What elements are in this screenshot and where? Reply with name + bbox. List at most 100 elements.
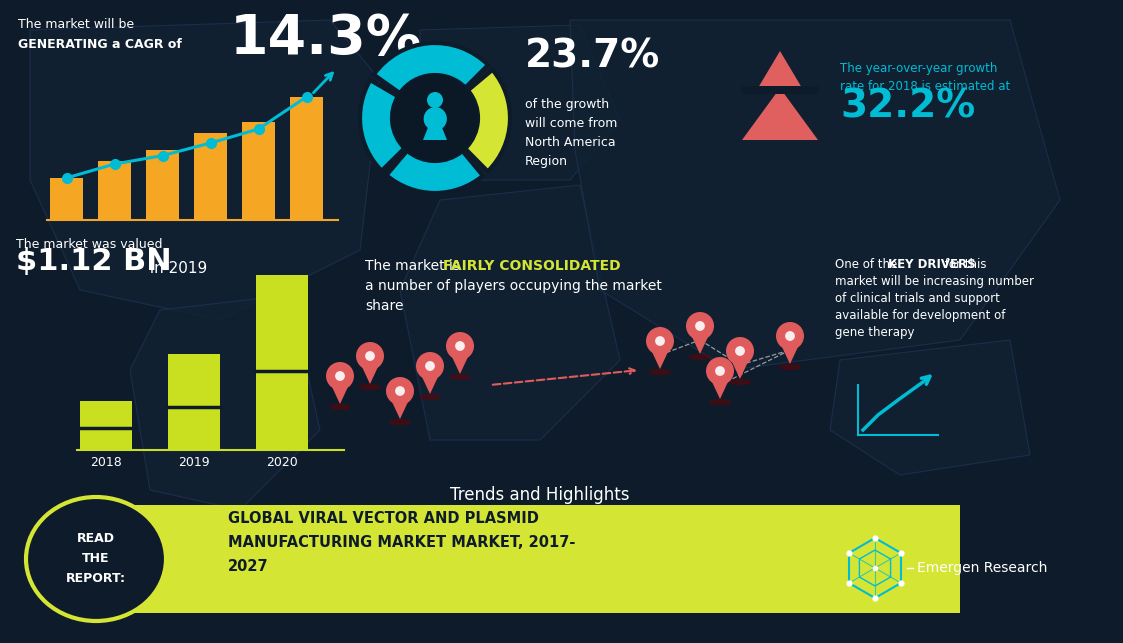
Polygon shape [742,88,818,140]
Circle shape [736,346,745,356]
Bar [168,354,220,450]
Text: market will be increasing number: market will be increasing number [836,275,1034,288]
Circle shape [335,371,345,381]
Text: of the growth: of the growth [524,98,609,111]
Wedge shape [360,80,404,171]
Text: 2020: 2020 [266,456,298,469]
Polygon shape [780,343,800,364]
Ellipse shape [26,497,166,621]
Text: will come from: will come from [524,117,618,130]
Ellipse shape [419,394,441,400]
Text: KEY DRIVERS: KEY DRIVERS [888,258,976,271]
Polygon shape [423,110,447,140]
Polygon shape [130,295,320,510]
Circle shape [395,386,405,396]
Polygon shape [650,348,669,369]
Circle shape [725,337,754,365]
Text: 2019: 2019 [179,456,210,469]
Ellipse shape [389,419,411,425]
Bar [241,122,275,220]
Circle shape [785,331,795,341]
Bar [256,275,308,450]
Text: share: share [365,299,403,313]
Bar [290,97,323,220]
Polygon shape [755,51,805,93]
Circle shape [646,327,674,355]
Text: 14.3%: 14.3% [230,12,422,66]
Text: Trends and Highlights: Trends and Highlights [450,486,630,504]
Polygon shape [710,378,730,399]
Text: The year-over-year growth: The year-over-year growth [840,62,997,75]
Text: a number of players occupying the market: a number of players occupying the market [365,279,661,293]
Text: The market will be: The market will be [18,18,134,31]
Circle shape [426,361,435,371]
Text: 2027: 2027 [228,559,268,574]
Text: $1.12 BN: $1.12 BN [16,247,172,276]
FancyBboxPatch shape [511,542,539,576]
Circle shape [706,357,734,385]
Text: of clinical trials and support: of clinical trials and support [836,292,999,305]
Polygon shape [830,340,1030,475]
FancyBboxPatch shape [541,542,569,576]
Text: READ
THE
REPORT:: READ THE REPORT: [66,532,126,586]
Polygon shape [330,383,349,404]
Bar [51,178,83,220]
Polygon shape [420,373,440,394]
Ellipse shape [449,374,472,380]
Circle shape [695,321,705,331]
Polygon shape [570,20,1060,370]
Text: North America: North America [524,136,615,149]
Text: 23.7%: 23.7% [524,38,660,76]
Text: One of the: One of the [836,258,901,271]
Circle shape [356,342,384,370]
Circle shape [392,75,478,161]
Wedge shape [386,151,483,193]
Polygon shape [390,398,410,419]
Text: MANUFACTURING MARKET MARKET, 2017-: MANUFACTURING MARKET MARKET, 2017- [228,535,575,550]
Circle shape [715,366,725,376]
Bar [146,150,179,220]
Polygon shape [400,185,620,440]
Ellipse shape [359,384,381,390]
Text: Emergen Research: Emergen Research [917,561,1048,575]
Bar [98,161,131,220]
Wedge shape [465,70,510,171]
Polygon shape [30,20,380,320]
Text: for this: for this [941,258,986,271]
Ellipse shape [649,369,672,375]
Bar [118,505,960,613]
Text: GLOBAL VIRAL VECTOR AND PLASMID: GLOBAL VIRAL VECTOR AND PLASMID [228,511,539,526]
Text: The market was valued: The market was valued [16,238,163,251]
Text: Region: Region [524,155,568,168]
Text: 32.2%: 32.2% [840,88,975,126]
Polygon shape [691,333,710,354]
Circle shape [446,332,474,360]
Circle shape [326,362,354,390]
Text: ▲: ▲ [430,105,440,119]
Ellipse shape [329,404,351,410]
Circle shape [416,352,444,380]
Ellipse shape [688,354,711,360]
Polygon shape [730,358,750,379]
Circle shape [386,377,414,405]
Bar [742,86,818,94]
Circle shape [455,341,465,351]
Text: The market is: The market is [365,259,465,273]
Ellipse shape [778,364,801,370]
Text: available for development of: available for development of [836,309,1005,322]
Text: gene therapy: gene therapy [836,326,914,339]
Text: 2018: 2018 [90,456,122,469]
Circle shape [427,92,442,108]
Text: FAIRLY CONSOLIDATED: FAIRLY CONSOLIDATED [444,259,621,273]
Text: in 2019: in 2019 [145,261,208,276]
Bar [80,401,133,450]
Ellipse shape [709,399,731,405]
Circle shape [365,351,375,361]
Polygon shape [360,363,380,384]
Circle shape [776,322,804,350]
Wedge shape [374,43,489,93]
Bar [194,133,227,220]
Ellipse shape [729,379,751,385]
Circle shape [655,336,665,346]
Circle shape [686,312,714,340]
